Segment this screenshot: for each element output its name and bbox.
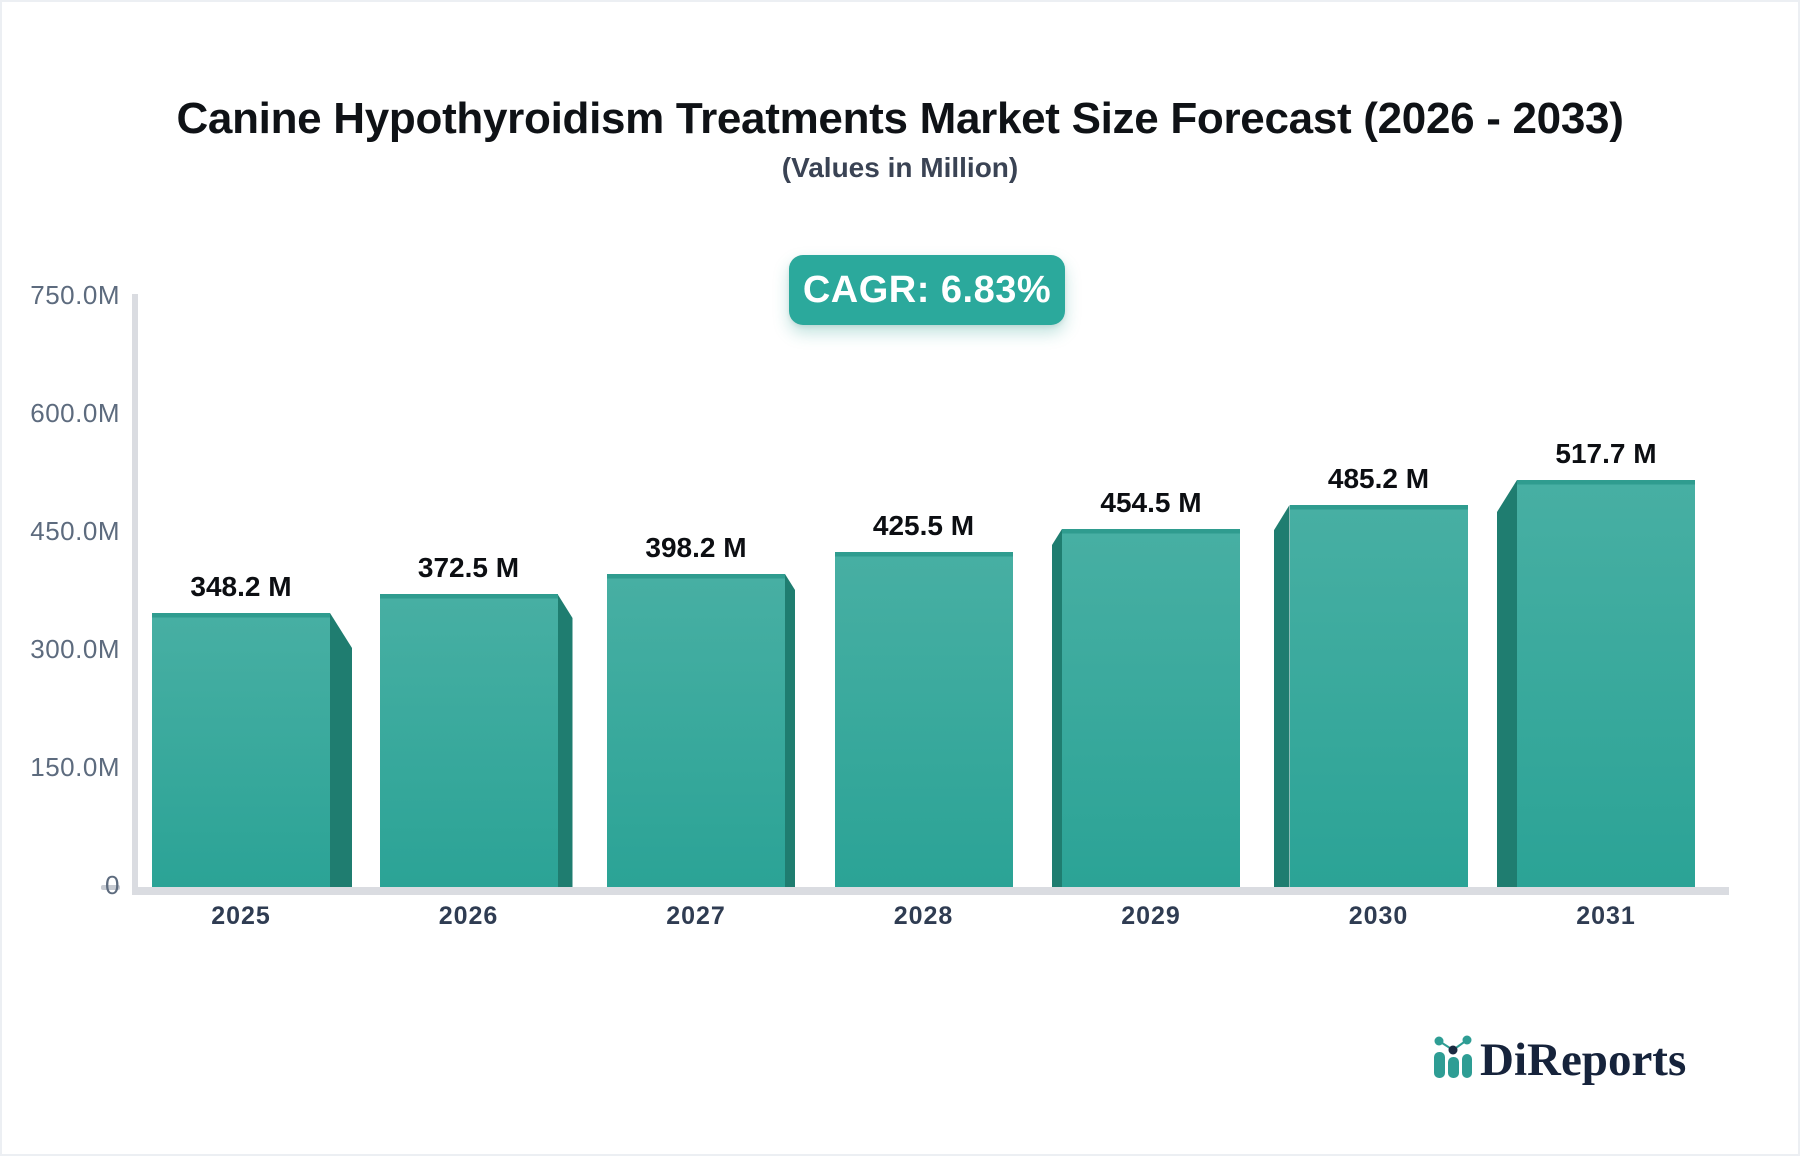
bar: [1062, 529, 1240, 887]
bar-value-label: 372.5 M: [417, 552, 520, 583]
page-title: Canine Hypothyroidism Treatments Market …: [176, 94, 1624, 143]
x-tick-label: 2031: [1576, 902, 1636, 930]
bar: [152, 613, 330, 887]
bar-side-face: [1052, 529, 1062, 887]
zero-tick-mark: [101, 885, 120, 890]
bar-side-face: [557, 594, 573, 887]
bar-side-face: [1497, 480, 1517, 887]
bar-side-face: [330, 613, 352, 887]
y-tick-label: 600.0M: [30, 398, 120, 428]
bar-value-label: 425.5 M: [872, 510, 975, 541]
x-tick-label: 2026: [438, 902, 499, 930]
bar-side-face: [785, 574, 795, 887]
bar-value-label: 454.5 M: [1100, 487, 1202, 518]
y-tick-label: 750.0M: [30, 280, 120, 310]
bar-value-label: 517.7 M: [1555, 438, 1657, 469]
x-tick-label: 2028: [893, 902, 954, 930]
bar: [834, 552, 1013, 887]
x-tick-label: 2025: [211, 902, 271, 930]
x-tick-label: 2027: [666, 902, 726, 930]
direports-logo-icon: [1434, 1035, 1472, 1078]
x-axis-baseline: [132, 887, 1729, 895]
y-tick-label: 0: [105, 870, 120, 900]
direports-logo: DiReports: [1430, 1032, 1686, 1088]
bar-value-label: 348.2 M: [190, 571, 292, 602]
bar-value-label: 398.2 M: [645, 532, 747, 563]
x-tick-label: 2029: [1121, 902, 1181, 930]
cagr-badge: CAGR: 6.83%: [789, 255, 1065, 325]
bar: [607, 574, 785, 887]
page-subtitle: (Values in Million): [781, 152, 1019, 183]
bar: [1289, 505, 1468, 887]
bar-value-label: 485.2 M: [1327, 463, 1430, 494]
bar: [379, 594, 558, 887]
y-tick-label: 150.0M: [30, 752, 120, 782]
bar-side-face: [1273, 505, 1290, 887]
x-tick-label: 2030: [1348, 902, 1409, 930]
y-tick-label: 450.0M: [30, 516, 120, 546]
y-axis-line: [132, 294, 138, 887]
bar: [1517, 480, 1695, 887]
direports-logo-text: DiReports: [1480, 1034, 1687, 1086]
y-tick-label: 300.0M: [30, 634, 120, 664]
